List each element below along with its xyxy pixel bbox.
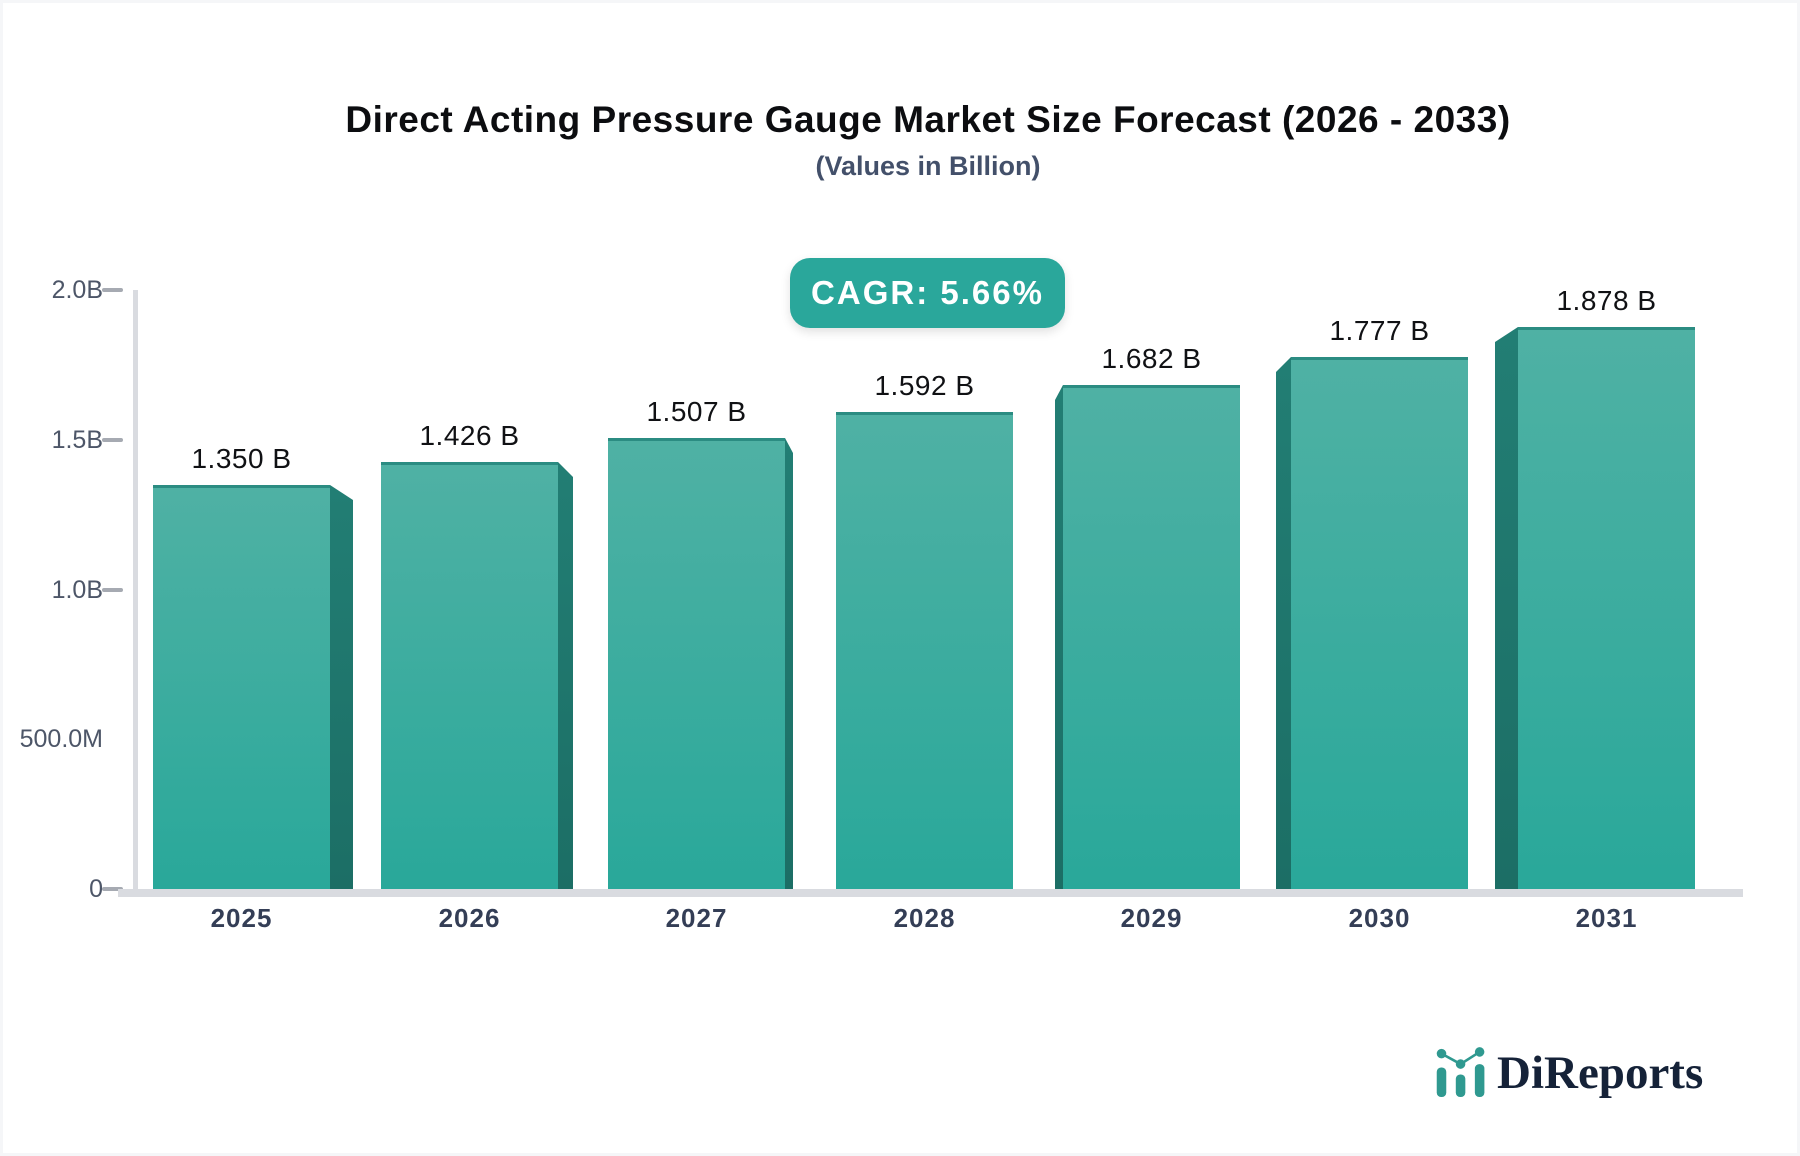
x-axis-label-2031: 2031 (1575, 903, 1638, 933)
bar-3d-side (1276, 357, 1291, 889)
bar-3d-side (1495, 327, 1518, 889)
bar-3d-side (785, 438, 793, 889)
bar-value-label-2030: 1.777 B (1329, 315, 1430, 346)
bar-value-label-2028: 1.592 B (874, 370, 975, 401)
x-axis-label-2025: 2025 (210, 903, 273, 933)
y-axis-line (133, 290, 138, 897)
bar-face (1291, 357, 1468, 889)
y-tick-mark (102, 588, 123, 592)
bar-2026 (381, 462, 573, 889)
direports-logo: DiReports (1435, 1043, 1703, 1099)
cagr-badge: CAGR: 5.66% (790, 258, 1065, 328)
x-axis-label-2026: 2026 (438, 903, 501, 933)
bar-2027 (608, 438, 793, 889)
y-tick-mark (102, 438, 123, 442)
logo-text: DiReports (1497, 1047, 1704, 1099)
bar-face (381, 462, 558, 889)
y-tick-label-1.0B: 1.0B (51, 576, 103, 604)
bar-2025 (153, 485, 353, 889)
bar-face (1518, 327, 1695, 889)
bar-face (608, 438, 785, 889)
bar-chart-logo-icon (1436, 1047, 1485, 1097)
bar-face (1063, 385, 1240, 889)
x-axis-label-2030: 2030 (1348, 903, 1411, 933)
bar-2028 (836, 412, 1013, 889)
x-axis-label-2027: 2027 (665, 903, 728, 933)
bar-face (153, 485, 330, 889)
chart-title: Direct Acting Pressure Gauge Market Size… (345, 99, 1511, 140)
bar-value-label-2027: 1.507 B (646, 396, 747, 427)
y-tick-label-0: 0 (89, 875, 103, 903)
x-axis-label-2029: 2029 (1120, 903, 1183, 933)
bar-value-label-2029: 1.682 B (1101, 343, 1202, 374)
y-tick-label-1.5B: 1.5B (51, 426, 103, 454)
bar-3d-side (558, 462, 573, 889)
bar-2030 (1276, 357, 1468, 889)
y-tick-label-2.0B: 2.0B (51, 276, 103, 304)
y-tick-label-500.0M: 500.0M (19, 725, 103, 753)
bar-value-label-2031: 1.878 B (1556, 285, 1657, 316)
bar-3d-side (1055, 385, 1063, 889)
bar-value-label-2026: 1.426 B (419, 420, 520, 451)
x-axis-baseline (118, 889, 1743, 897)
bar-2029 (1055, 385, 1240, 889)
y-tick-mark (102, 887, 123, 891)
bar-3d-side (330, 485, 353, 889)
y-tick-mark (102, 288, 123, 292)
chart-subtitle: (Values in Billion) (815, 151, 1041, 181)
bar-face (836, 412, 1013, 889)
x-axis-label-2028: 2028 (893, 903, 956, 933)
bar-2031 (1495, 327, 1695, 889)
cagr-badge-label: CAGR: 5.66% (811, 274, 1044, 311)
bar-value-label-2025: 1.350 B (191, 443, 292, 474)
